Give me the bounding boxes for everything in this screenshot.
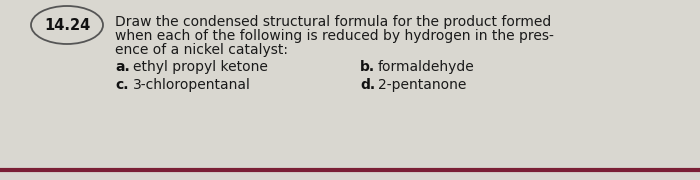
Text: a.: a. (115, 60, 130, 74)
Text: formaldehyde: formaldehyde (378, 60, 475, 74)
Text: 3-chloropentanal: 3-chloropentanal (133, 78, 251, 92)
Text: when each of the following is reduced by hydrogen in the pres-: when each of the following is reduced by… (115, 29, 554, 43)
Text: Draw the condensed structural formula for the product formed: Draw the condensed structural formula fo… (115, 15, 552, 29)
Text: ethyl propyl ketone: ethyl propyl ketone (133, 60, 268, 74)
Text: 14.24: 14.24 (44, 17, 90, 33)
Text: c.: c. (115, 78, 129, 92)
Text: ence of a nickel catalyst:: ence of a nickel catalyst: (115, 43, 288, 57)
Text: 2-pentanone: 2-pentanone (378, 78, 466, 92)
Text: b.: b. (360, 60, 375, 74)
Text: d.: d. (360, 78, 375, 92)
